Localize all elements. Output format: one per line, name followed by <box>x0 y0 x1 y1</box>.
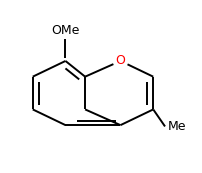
Text: OMe: OMe <box>51 24 79 37</box>
Text: O: O <box>115 54 125 67</box>
Text: Me: Me <box>167 120 185 133</box>
